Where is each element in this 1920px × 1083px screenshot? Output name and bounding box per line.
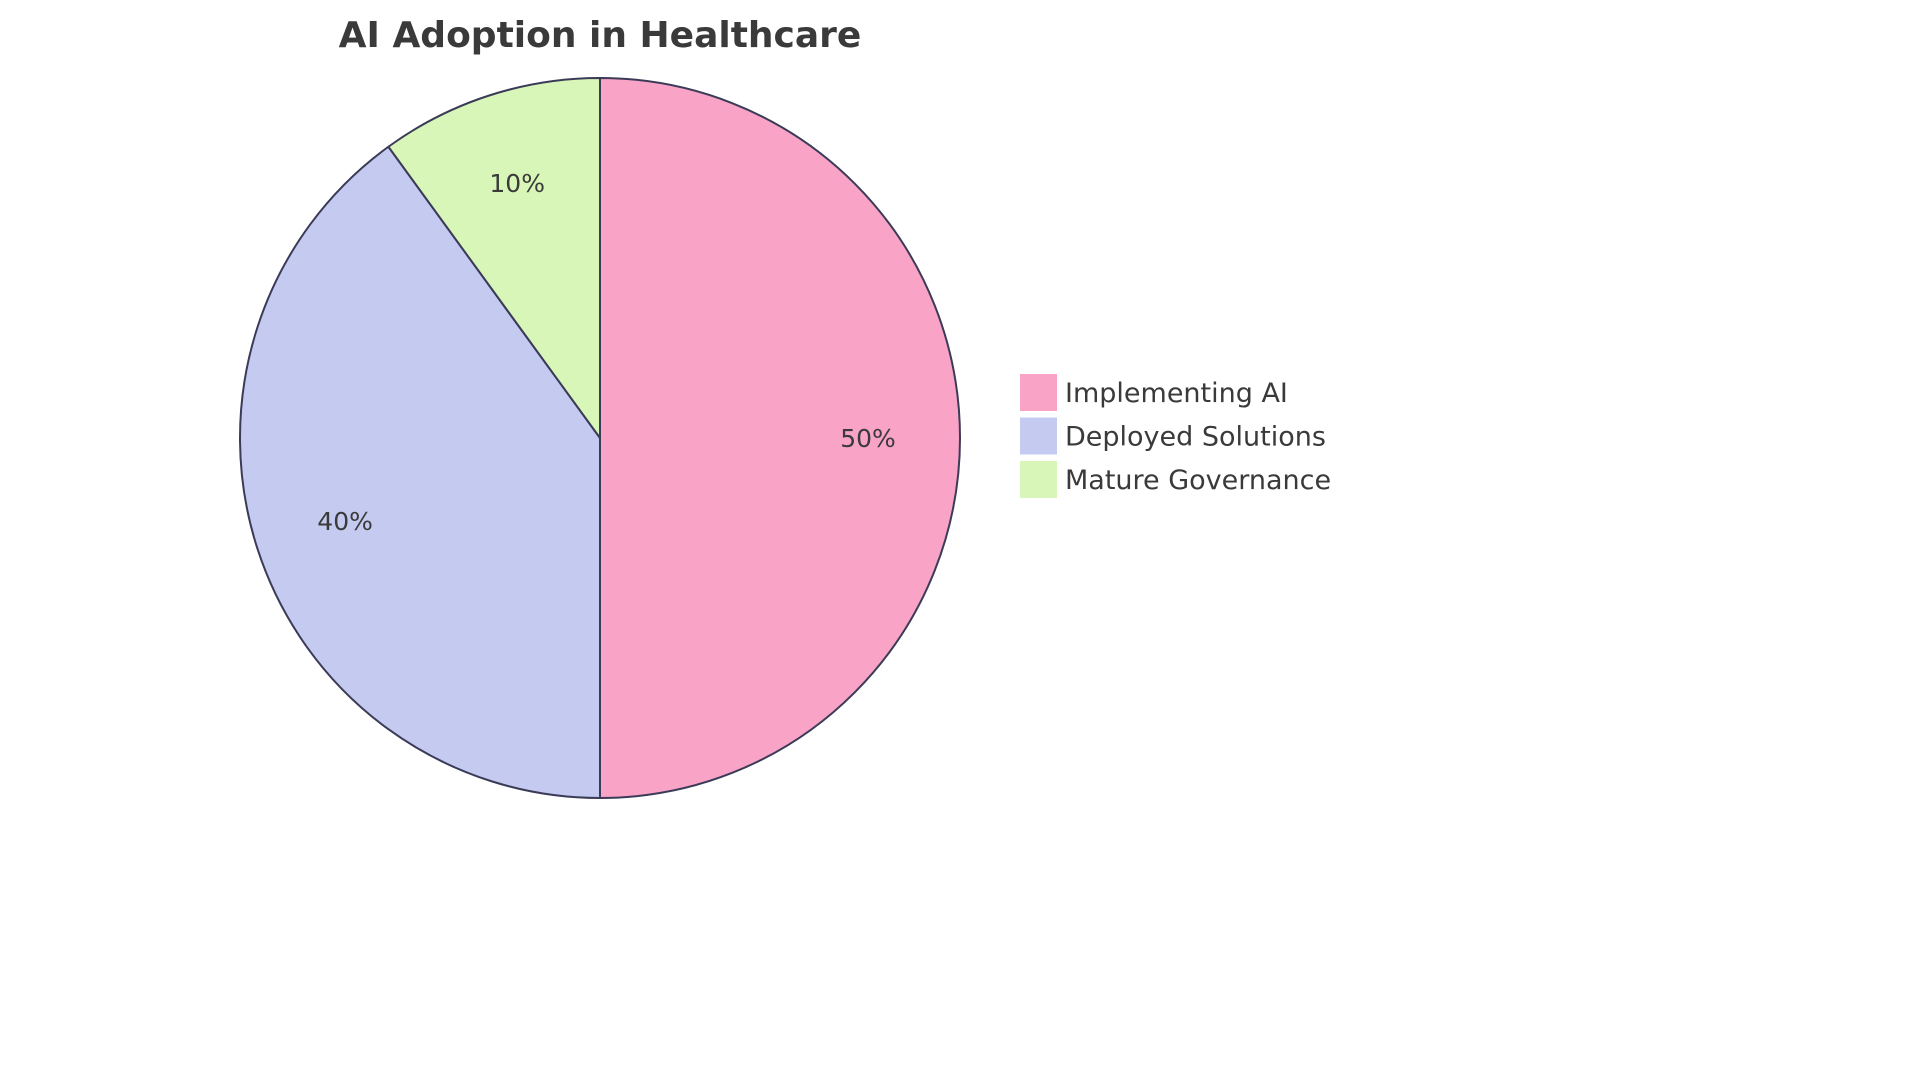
pie-slices [239,77,961,799]
slice-label-deployed-solutions: 40% [317,507,373,536]
pie-slice-implementing-ai[interactable] [599,77,961,799]
legend-swatch-implementing-ai[interactable] [1020,374,1057,411]
legend-swatch-deployed-solutions[interactable] [1020,417,1057,455]
slice-labels: 50% 40% 10% [317,169,895,536]
legend: Implementing AI Deployed Solutions Mature … [1020,374,1331,498]
legend-label-deployed-solutions[interactable]: Deployed Solutions [1065,422,1326,453]
legend-label-mature-governance[interactable]: Mature Governance [1065,465,1331,496]
legend-label-implementing-ai[interactable]: Implementing AI [1065,378,1288,409]
pie-slice-mature-governance[interactable] [387,77,601,439]
chart-title: AI Adoption in Healthcare [339,15,862,56]
pie-slice-deployed-solutions[interactable] [239,145,601,799]
slice-label-mature-governance: 10% [489,169,545,198]
legend-swatch-mature-governance[interactable] [1020,461,1057,498]
slice-label-implementing-ai: 50% [840,424,896,453]
